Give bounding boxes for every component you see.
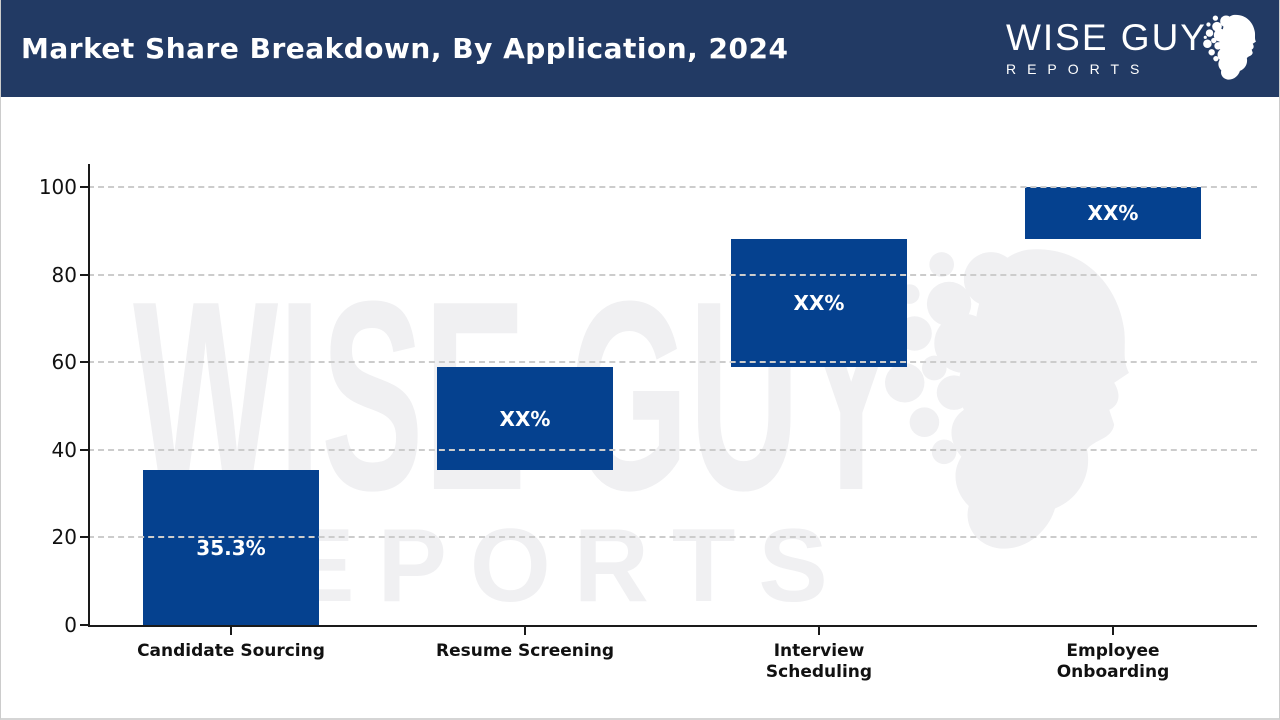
y-tick	[80, 273, 88, 276]
x-tick	[818, 627, 820, 635]
y-axis-line	[88, 164, 90, 627]
x-tick	[230, 627, 232, 635]
bar-value-label: 35.3%	[196, 535, 266, 560]
y-tick-label: 40	[51, 437, 77, 462]
category-label: Candidate Sourcing	[137, 641, 325, 661]
gridline	[88, 536, 1257, 539]
bar-segment	[437, 367, 613, 471]
page-title: Market Share Breakdown, By Application, …	[21, 32, 789, 65]
gridline	[88, 448, 1257, 451]
category-label: Resume Screening	[436, 641, 614, 661]
x-tick	[524, 627, 526, 635]
x-tick	[1112, 627, 1114, 635]
y-tick-label: 20	[51, 525, 77, 550]
x-axis-line	[88, 625, 1257, 627]
y-tick-label: 100	[38, 175, 77, 199]
bar-value-label: XX%	[1087, 200, 1139, 225]
y-tick	[80, 536, 88, 539]
bar-value-label: XX%	[793, 291, 845, 316]
gridline	[88, 361, 1257, 364]
bar-segment	[143, 470, 319, 625]
bar-segment	[731, 238, 907, 368]
bar-value-label: XX%	[499, 406, 551, 431]
y-tick	[80, 361, 88, 364]
y-tick-label: 80	[51, 262, 77, 287]
wise-guy-reports-logo: WISE GUY REPORTS	[1006, 8, 1265, 88]
bar-segment	[1025, 187, 1201, 239]
category-label: Interview Scheduling	[765, 641, 873, 682]
logo-wiseguy-label: WISE GUY	[1005, 17, 1207, 58]
category-label: Employee Onboarding	[1056, 641, 1170, 682]
y-tick	[80, 624, 88, 626]
y-tick	[80, 186, 88, 188]
y-tick	[80, 448, 88, 451]
gridline	[88, 186, 1257, 188]
gridline	[88, 273, 1257, 276]
header-bar: Market Share Breakdown, By Application, …	[1, 0, 1279, 97]
y-tick-label: 0	[64, 613, 77, 637]
logo-text: WISE GUY REPORTS	[1006, 18, 1207, 78]
logo-reports-label: REPORTS	[1005, 61, 1151, 77]
y-tick-label: 60	[51, 350, 77, 375]
